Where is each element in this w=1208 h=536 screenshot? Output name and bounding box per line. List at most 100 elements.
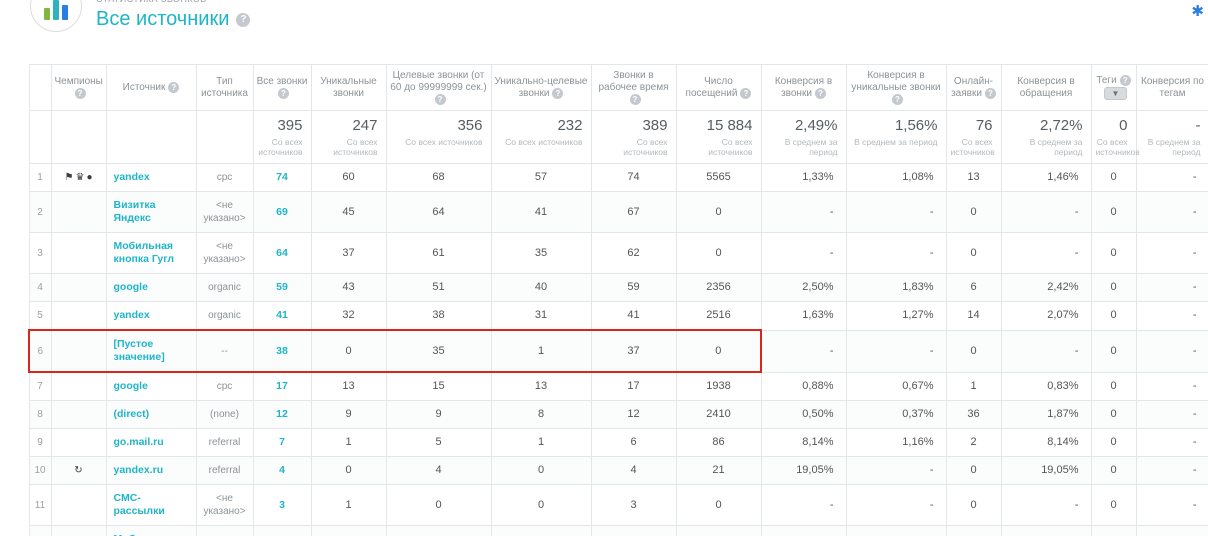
column-header-unique_target_calls[interactable]: Уникально-целевые звонки? bbox=[490, 63, 592, 112]
total-value: 247 bbox=[352, 117, 378, 135]
cell-type: referral bbox=[195, 456, 254, 486]
source-link[interactable]: СМС-рассылки bbox=[113, 492, 165, 518]
help-icon[interactable]: ? bbox=[984, 87, 996, 99]
title-help-icon[interactable]: ? bbox=[236, 12, 251, 27]
help-icon[interactable]: ? bbox=[552, 87, 564, 99]
tags-filter-button[interactable]: ▼ bbox=[1103, 87, 1128, 101]
help-icon[interactable]: ? bbox=[434, 94, 446, 105]
all-calls-link[interactable]: 7 bbox=[279, 436, 285, 449]
column-header-num bbox=[28, 63, 52, 112]
total-value: 0 bbox=[1119, 117, 1128, 135]
cell-conv_calls: 1,33% bbox=[760, 163, 847, 193]
cell-all_calls: 41 bbox=[252, 301, 312, 331]
cell-conv_unique_calls: - bbox=[845, 191, 947, 234]
cell-type: cpc bbox=[195, 163, 254, 193]
cell-conv_tags: - bbox=[1135, 329, 1208, 373]
column-header-unique_calls[interactable]: Уникальные звонки bbox=[310, 63, 387, 112]
cell-target_calls: 5 bbox=[385, 428, 492, 458]
source-link[interactable]: yandex bbox=[113, 309, 150, 322]
cell-conv_unique_calls: 0,67% bbox=[845, 371, 947, 402]
total-unique_target_calls: 232 Со всех источников bbox=[490, 110, 592, 165]
cell-unique_target_calls: 41 bbox=[490, 191, 592, 234]
column-header-conv_calls[interactable]: Конверсия в звонки? bbox=[760, 63, 847, 112]
cell-conv_calls: 2,50% bbox=[760, 273, 847, 303]
total-conv_leads: 2,72% В среднем за период bbox=[1000, 110, 1092, 165]
sources-table: Чемпионы? Источник? Тип источника Все звонк… bbox=[28, 63, 1208, 536]
all-calls-link[interactable]: 69 bbox=[276, 205, 288, 218]
source-link[interactable]: Мобильная кнопка Общая bbox=[114, 533, 188, 536]
total-value: 356 bbox=[457, 117, 483, 135]
column-header-conv_unique_calls[interactable]: Конверсия в уникальные звонки? bbox=[845, 63, 947, 112]
help-icon[interactable]: ? bbox=[1119, 75, 1131, 86]
cell-conv_leads: - bbox=[1000, 484, 1092, 527]
all-calls-link[interactable]: 4 bbox=[279, 464, 285, 477]
total-online_leads: 76 Со всех источников bbox=[945, 110, 1002, 165]
cell-conv_calls: - bbox=[760, 525, 847, 536]
cell-all_calls: 64 bbox=[252, 232, 312, 275]
column-label: Целевые звонки (от 60 до 99999999 сек.) bbox=[390, 70, 487, 93]
table-row: 11 СМС-рассылки <не указано> 3 1 0 0 3 0- -0-0- bbox=[28, 484, 1208, 527]
cell-unique_target_calls: 13 bbox=[490, 371, 592, 402]
help-icon[interactable]: ? bbox=[74, 88, 86, 99]
column-header-online_leads[interactable]: Онлайн-заявки? bbox=[945, 63, 1002, 112]
all-calls-link[interactable]: 41 bbox=[276, 309, 288, 322]
column-header-all_calls[interactable]: Все звонки? bbox=[252, 63, 312, 112]
total-source bbox=[105, 110, 197, 165]
cell-type: organic bbox=[195, 301, 254, 331]
all-calls-link[interactable]: 64 bbox=[276, 246, 288, 259]
cell-conv_tags: - bbox=[1135, 232, 1208, 275]
cell-num: 8 bbox=[28, 400, 52, 430]
page-header: Статистика звонков Все источники ? ✱ bbox=[0, 0, 1208, 64]
column-header-worktime_calls[interactable]: Звонки в рабочее время? bbox=[590, 63, 677, 112]
source-link[interactable]: go.mail.ru bbox=[113, 436, 164, 449]
total-caption: Со всех источников bbox=[623, 137, 668, 158]
cell-visits: 0 bbox=[675, 232, 762, 275]
all-calls-link[interactable]: 12 bbox=[276, 408, 288, 421]
table-row: 3 Мобильная кнопка Гугл <не указано> 64 37 61… bbox=[28, 232, 1208, 275]
cell-num: 10 bbox=[28, 456, 52, 486]
cell-conv_unique_calls: - bbox=[845, 456, 947, 486]
help-icon[interactable]: ? bbox=[892, 94, 903, 105]
cell-target_calls: 68 bbox=[385, 163, 492, 193]
help-icon[interactable]: ? bbox=[168, 81, 180, 93]
cell-visits: 2516 bbox=[675, 301, 762, 331]
column-header-target_calls[interactable]: Целевые звонки (от 60 до 99999999 сек.)? bbox=[385, 63, 492, 112]
total-caption: Со всех источников bbox=[505, 137, 583, 148]
all-calls-link[interactable]: 3 bbox=[279, 498, 285, 511]
source-link[interactable]: Мобильная кнопка Гугл bbox=[113, 240, 175, 266]
cell-champions bbox=[50, 273, 107, 303]
source-link[interactable]: google bbox=[113, 281, 148, 294]
column-header-champions[interactable]: Чемпионы? bbox=[50, 63, 107, 112]
all-calls-link[interactable]: 17 bbox=[276, 380, 288, 393]
cell-conv_calls: 19,05% bbox=[760, 456, 847, 486]
cell-unique_target_calls: 0 bbox=[490, 456, 592, 486]
cell-conv_calls: 0,88% bbox=[760, 371, 847, 402]
cell-all_calls: 17 bbox=[252, 371, 312, 402]
source-link[interactable]: Визитка Яндекс bbox=[113, 199, 156, 225]
source-link[interactable]: google bbox=[113, 380, 148, 393]
column-label: Конверсия в звонки bbox=[774, 75, 833, 99]
cell-type: organic bbox=[195, 273, 254, 303]
all-calls-link[interactable]: 59 bbox=[276, 281, 288, 294]
column-header-conv_tags[interactable]: Конверсия по тегам bbox=[1135, 63, 1208, 112]
help-icon[interactable]: ? bbox=[278, 88, 289, 99]
all-calls-link[interactable]: 74 bbox=[276, 171, 288, 184]
column-header-source[interactable]: Источник? bbox=[105, 63, 197, 112]
cell-conv_leads: - bbox=[1000, 525, 1092, 536]
help-icon[interactable]: ? bbox=[814, 87, 826, 99]
column-header-tags[interactable]: Теги ?▼ bbox=[1090, 63, 1137, 112]
total-value: - bbox=[1195, 117, 1201, 135]
cell-conv_leads: - bbox=[1000, 191, 1092, 234]
source-link[interactable]: yandex.ru bbox=[113, 464, 164, 477]
help-icon[interactable]: ? bbox=[740, 87, 752, 99]
source-link[interactable]: yandex bbox=[113, 171, 150, 184]
source-link[interactable]: (direct) bbox=[113, 408, 150, 421]
all-calls-link[interactable]: 38 bbox=[276, 344, 288, 357]
help-icon[interactable]: ? bbox=[629, 94, 641, 105]
column-header-conv_leads[interactable]: Конверсия в обращения bbox=[1000, 63, 1092, 112]
source-link[interactable]: [Пустое значение] bbox=[113, 338, 165, 364]
cell-conv_tags: - bbox=[1135, 371, 1208, 402]
column-header-type[interactable]: Тип источника bbox=[195, 63, 254, 112]
quick-settings-icon[interactable]: ✱ bbox=[1191, 3, 1204, 20]
column-header-visits[interactable]: Число посещений? bbox=[675, 63, 762, 112]
